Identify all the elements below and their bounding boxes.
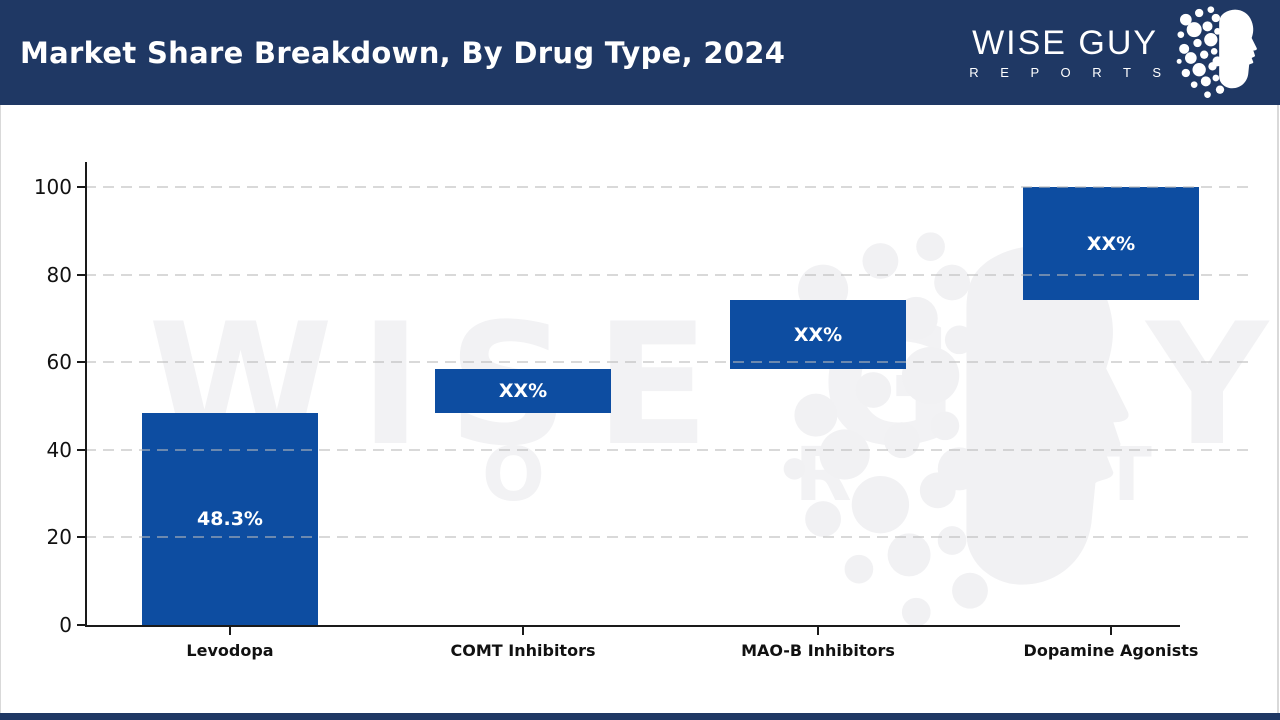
gridline-60 xyxy=(85,361,1253,364)
y-tick-20 xyxy=(77,536,85,539)
bar-dopamine-agonists xyxy=(1023,187,1199,301)
right-border xyxy=(1277,105,1279,713)
bar-value-label: XX% xyxy=(498,380,548,403)
left-border xyxy=(0,105,1,713)
header: Market Share Breakdown, By Drug Type, 20… xyxy=(0,0,1280,105)
bar-levodopa xyxy=(142,413,318,625)
category-label: COMT Inhibitors xyxy=(450,641,596,660)
y-axis-line xyxy=(85,162,87,627)
brand-name: WISE GUY xyxy=(972,24,1159,62)
x-tick-1 xyxy=(522,627,524,635)
y-tick-label-20: 20 xyxy=(46,525,72,550)
y-tick-100 xyxy=(77,186,85,188)
brand-logo: WISE GUY R E P O R T S xyxy=(960,3,1280,103)
bar-value-label: XX% xyxy=(1086,232,1136,255)
y-tick-40 xyxy=(77,448,85,451)
bar-value-label: XX% xyxy=(793,323,843,346)
gridline-80 xyxy=(85,273,1253,276)
page-title: Market Share Breakdown, By Drug Type, 20… xyxy=(20,35,786,70)
footer-accent-bar xyxy=(0,713,1280,720)
y-tick-label-40: 40 xyxy=(46,437,72,462)
category-label: MAO-B Inhibitors xyxy=(741,641,895,660)
gridline-40 xyxy=(85,448,1253,451)
brand-logo-text: WISE GUY R E P O R T S xyxy=(960,26,1170,79)
y-tick-60 xyxy=(77,361,85,364)
category-label: Dopamine Agonists xyxy=(1023,641,1199,660)
y-tick-label-0: 0 xyxy=(59,613,72,637)
gridline-100 xyxy=(85,186,1253,188)
y-tick-80 xyxy=(77,273,85,276)
bar-value-label: 48.3% xyxy=(197,508,263,531)
y-tick-label-60: 60 xyxy=(46,350,72,375)
x-tick-2 xyxy=(817,627,819,635)
y-tick-label-80: 80 xyxy=(46,262,72,287)
x-tick-0 xyxy=(229,627,231,635)
bar-mao-b-inhibitors xyxy=(730,300,906,369)
x-tick-3 xyxy=(1110,627,1112,635)
category-label: Levodopa xyxy=(186,641,274,660)
gridline-20 xyxy=(85,536,1253,539)
x-axis-line xyxy=(85,625,1180,627)
brand-subname: R E P O R T S xyxy=(969,65,1170,80)
y-tick-label-100: 100 xyxy=(33,175,72,199)
dotted-head-icon xyxy=(1176,5,1257,98)
bar-comt-inhibitors xyxy=(435,368,611,414)
y-tick-0 xyxy=(77,624,85,626)
